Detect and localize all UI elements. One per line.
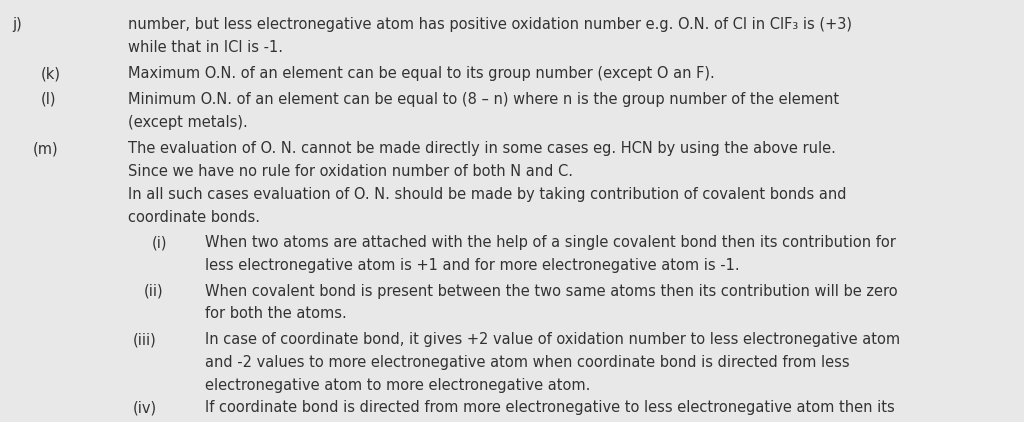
Text: If coordinate bond is directed from more electronegative to less electronegative: If coordinate bond is directed from more…: [205, 400, 895, 416]
Text: coordinate bonds.: coordinate bonds.: [128, 210, 260, 225]
Text: In all such cases evaluation of O. N. should be made by taking contribution of c: In all such cases evaluation of O. N. sh…: [128, 187, 847, 202]
Text: j): j): [12, 17, 23, 32]
Text: Maximum O.N. of an element can be equal to its group number (except O an F).: Maximum O.N. of an element can be equal …: [128, 66, 715, 81]
Text: (ii): (ii): [143, 284, 163, 299]
Text: When covalent bond is present between the two same atoms then its contribution w: When covalent bond is present between th…: [205, 284, 897, 299]
Text: Minimum O.N. of an element can be equal to (8 – n) where n is the group number o: Minimum O.N. of an element can be equal …: [128, 92, 839, 107]
Text: (iii): (iii): [133, 332, 157, 347]
Text: and -2 values to more electronegative atom when coordinate bond is directed from: and -2 values to more electronegative at…: [205, 355, 850, 370]
Text: electronegative atom to more electronegative atom.: electronegative atom to more electronega…: [205, 378, 590, 393]
Text: Since we have no rule for oxidation number of both N and C.: Since we have no rule for oxidation numb…: [128, 164, 573, 179]
Text: The evaluation of O. N. cannot be made directly in some cases eg. HCN by using t: The evaluation of O. N. cannot be made d…: [128, 141, 836, 157]
Text: while that in ICl is -1.: while that in ICl is -1.: [128, 40, 283, 55]
Text: number, but less electronegative atom has positive oxidation number e.g. O.N. of: number, but less electronegative atom ha…: [128, 17, 852, 32]
Text: (m): (m): [33, 141, 58, 157]
Text: (i): (i): [152, 235, 167, 250]
Text: less electronegative atom is +1 and for more electronegative atom is -1.: less electronegative atom is +1 and for …: [205, 258, 739, 273]
Text: for both the atoms.: for both the atoms.: [205, 306, 346, 322]
Text: (iv): (iv): [133, 400, 158, 416]
Text: In case of coordinate bond, it gives +2 value of oxidation number to less electr: In case of coordinate bond, it gives +2 …: [205, 332, 900, 347]
Text: When two atoms are attached with the help of a single covalent bond then its con: When two atoms are attached with the hel…: [205, 235, 896, 250]
Text: (l): (l): [41, 92, 56, 107]
Text: (k): (k): [41, 66, 61, 81]
Text: (except metals).: (except metals).: [128, 115, 248, 130]
